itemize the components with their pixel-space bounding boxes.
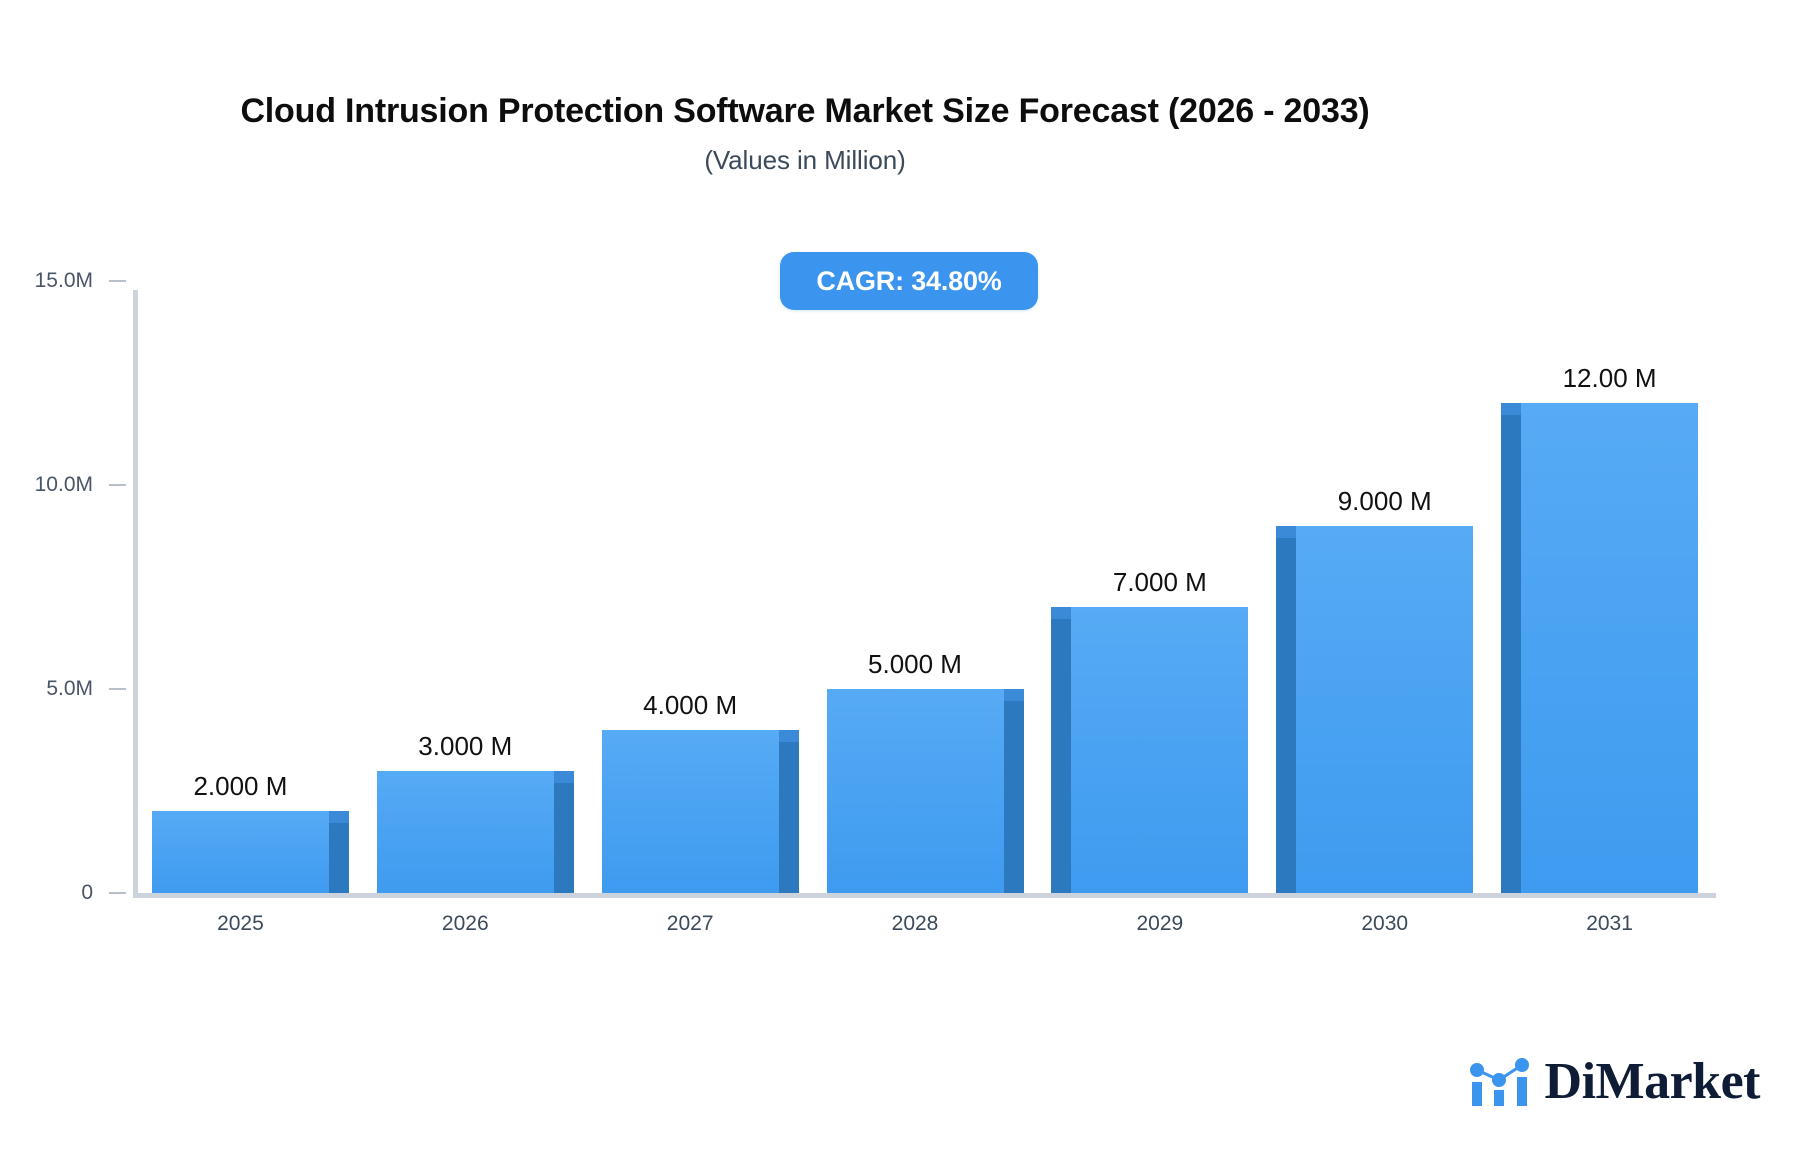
bar-face [826,689,1004,893]
bar-face [601,729,779,893]
y-axis-tick: 15.0M [0,266,138,296]
bar-side-face [1051,619,1072,893]
bar-top-bevel [1501,403,1522,416]
x-axis-label: 2027 [666,911,714,935]
chart-subtitle: (Values in Million) [704,145,906,176]
x-axis-label: 2031 [1586,911,1633,935]
bar-top-bevel [1003,689,1024,701]
y-axis-tick-mark [109,280,126,282]
bar-value-label: 9.000 M [1337,485,1432,516]
bar-side-face [778,741,799,893]
bar-top-bevel [1276,525,1297,538]
brand-logo: DiMarket [1469,1053,1761,1110]
bar-2025[interactable]: 2.000 M 2025 [151,771,349,935]
bar-value-label: 12.00 M [1562,363,1657,394]
chart-header: Cloud Intrusion Protection Software Mark… [0,0,1610,176]
y-axis-tick-mark [109,484,126,486]
cagr-badge-label: CAGR: 34.80% [816,265,1002,296]
y-axis-tick-label: 15.0M [34,269,93,292]
bar-value-label: 4.000 M [643,689,738,720]
x-axis-line [133,893,1716,898]
bar-face [1296,525,1474,893]
bar-value-label: 7.000 M [1112,567,1207,598]
bar-side-face [1003,701,1024,893]
bar-value-label: 2.000 M [193,771,288,802]
y-axis-tick: 10.0M [0,470,138,500]
bar-2027[interactable]: 4.000 M 2027 [601,690,799,935]
page-title: Cloud Intrusion Protection Software Mark… [240,92,1370,130]
bar-face [376,770,554,893]
bar-face [1071,607,1249,893]
bar-2029[interactable]: 7.000 M 2029 [1051,567,1249,935]
bar-value-label: 3.000 M [418,730,513,761]
y-axis-tick-label: 10.0M [34,473,93,496]
x-axis-label: 2029 [1136,911,1184,935]
bar-face [151,811,329,893]
x-axis-label: 2030 [1361,911,1409,935]
x-axis-label: 2028 [891,912,939,935]
bar-2031[interactable]: 12.00 M 2031 [1501,363,1699,935]
bar-top-bevel [778,729,799,742]
y-axis-tick-label: 0 [81,881,93,904]
y-axis-tick: 5.0M [0,674,138,704]
x-axis-label: 2026 [441,911,489,935]
bar-top-bevel [328,811,349,824]
brand-logo-text: DiMarket [1544,1053,1761,1110]
bar-chart-logo-icon [1469,1058,1529,1106]
bar-2030[interactable]: 9.000 M 2030 [1276,486,1474,935]
bar-top-bevel [1051,607,1072,620]
bar-side-face [328,823,349,893]
y-axis-line [133,290,138,897]
bar-side-face [1276,537,1297,893]
bar-side-face [1501,415,1522,893]
x-axis-label: 2025 [217,911,264,935]
y-axis-tick-label: 5.0M [46,677,93,700]
bar-side-face [553,782,574,893]
bar-2026[interactable]: 3.000 M 2026 [376,731,574,935]
y-axis-tick-mark [109,892,126,894]
bar-value-label: 5.000 M [868,649,962,679]
bar-2028[interactable]: 5.000 M 2028 [826,649,1024,935]
bar-face [1521,403,1699,893]
cagr-badge: CAGR: 34.80% [780,252,1038,310]
y-axis-tick-mark [109,688,126,690]
y-axis-tick: 0 [0,878,138,908]
bar-top-bevel [553,770,574,783]
